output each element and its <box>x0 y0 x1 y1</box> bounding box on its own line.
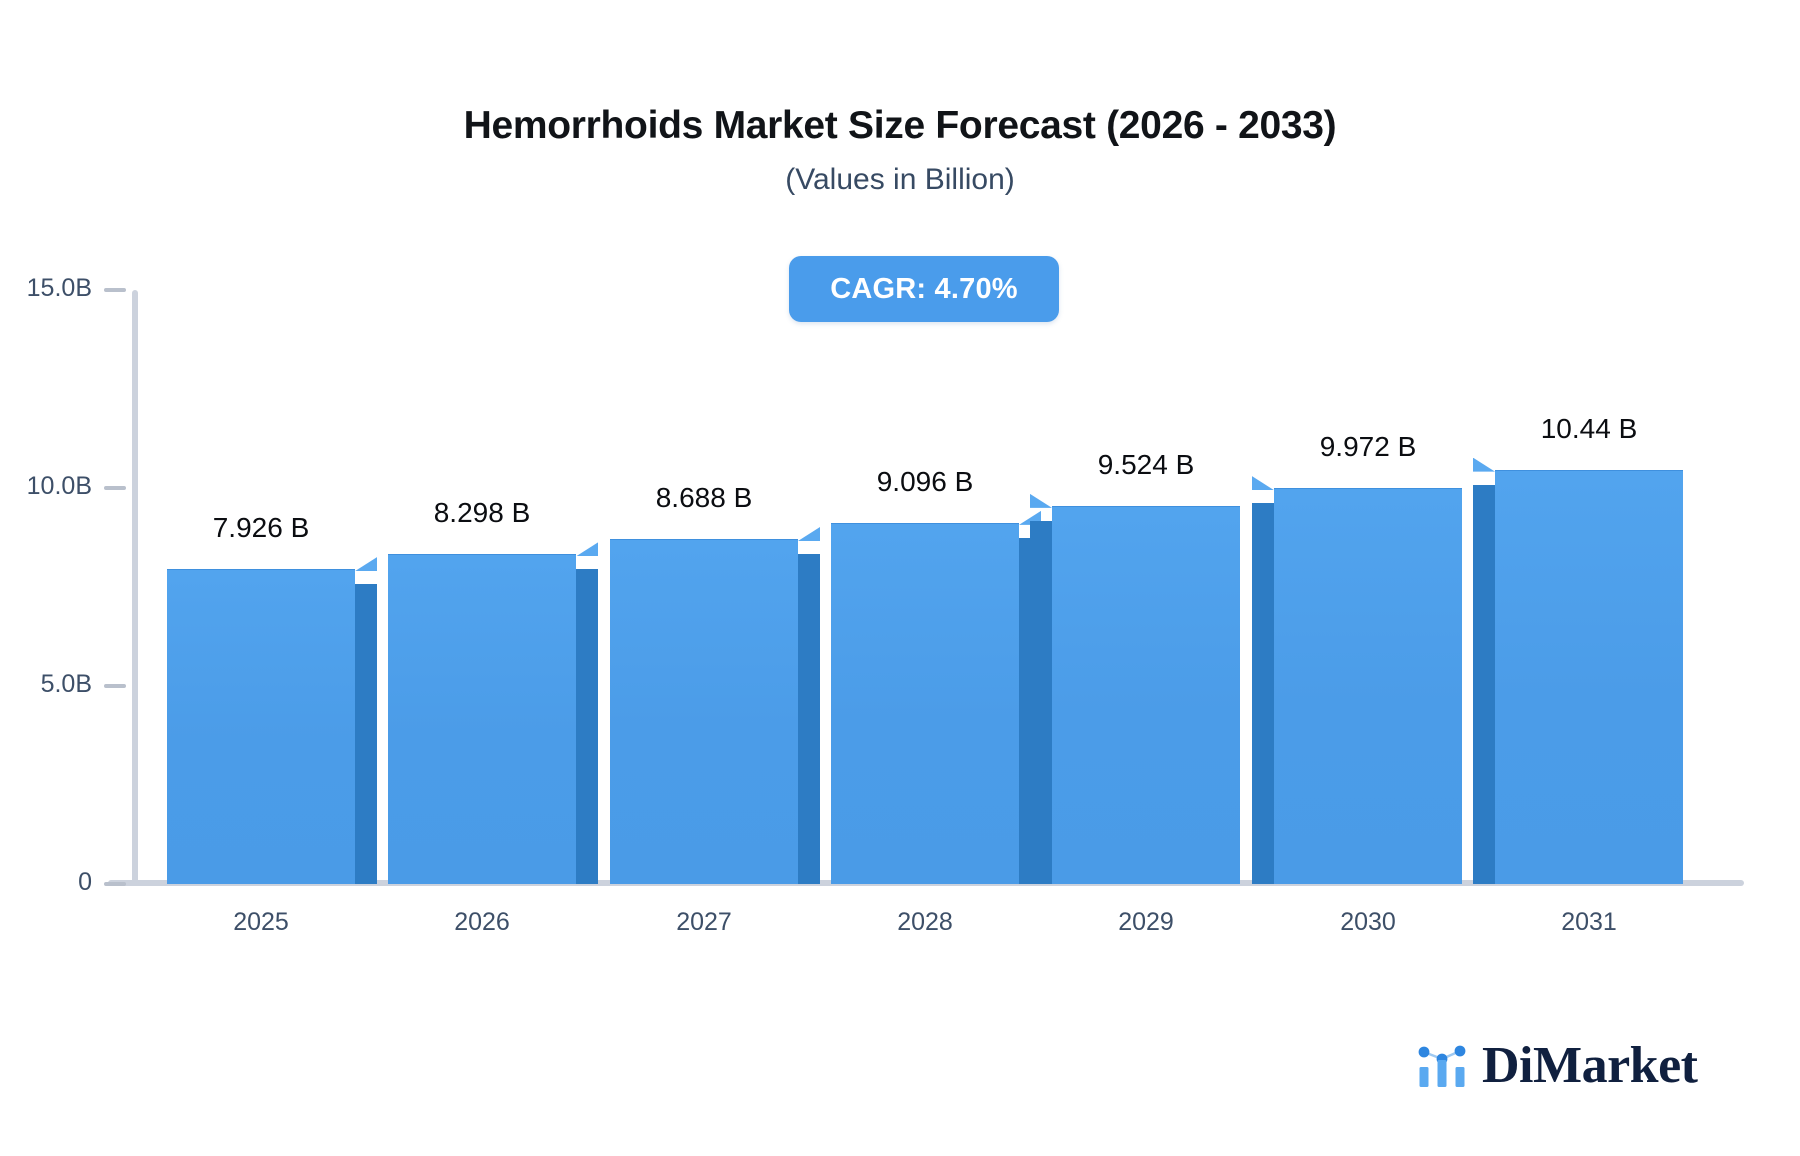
bar-value-label: 7.926 B <box>212 512 310 544</box>
bar <box>388 542 598 884</box>
cagr-badge-label: CAGR: 4.70% <box>830 272 1018 305</box>
bar-side-face <box>576 569 598 884</box>
bar-top-face <box>355 557 377 572</box>
chart-subtitle: (Values in Billion) <box>785 162 1015 196</box>
bar-front-face <box>167 569 355 884</box>
bar-value-label: 9.972 B <box>1319 431 1417 463</box>
y-axis-tick-mark <box>104 684 126 688</box>
bar <box>167 557 377 884</box>
x-axis-tick-label: 2027 <box>676 908 732 936</box>
bar <box>1252 476 1462 884</box>
x-axis-tick-label: 2026 <box>454 908 510 936</box>
bar-side-face <box>1252 503 1274 884</box>
page-title: Hemorrhoids Market Size Forecast (2026 -… <box>463 104 1337 147</box>
bar-side-face <box>1473 484 1495 884</box>
brand-logo: DiMarket <box>1416 1037 1698 1094</box>
bar-chart-icon <box>1416 1042 1468 1090</box>
chart-header: Hemorrhoids Market Size Forecast (2026 -… <box>0 104 1800 197</box>
bar-side-face <box>1030 520 1052 884</box>
bar-value-label: 9.096 B <box>876 465 974 497</box>
bar <box>831 510 1041 884</box>
bar-front-face <box>831 522 1019 884</box>
bar-front-face <box>610 538 798 884</box>
bar-top-face <box>798 526 820 541</box>
y-axis-tick-label: 5.0B <box>40 670 92 698</box>
bar-top-face <box>576 542 598 557</box>
bar-front-face <box>1495 469 1683 884</box>
x-axis-tick-label: 2029 <box>1118 908 1174 936</box>
bar-side-face <box>798 553 820 884</box>
y-axis-tick-label: 15.0B <box>26 274 92 302</box>
bar <box>1030 493 1240 884</box>
x-axis-tick-label: 2030 <box>1340 908 1396 936</box>
y-axis-tick-mark <box>104 882 126 886</box>
y-axis-tick-mark <box>104 486 126 490</box>
bar-value-label: 9.524 B <box>1097 448 1195 480</box>
bar <box>610 526 820 884</box>
bar-value-label: 8.298 B <box>433 497 531 529</box>
y-axis-tick-label: 0 <box>78 868 92 896</box>
y-axis-line <box>132 290 138 884</box>
bar-front-face <box>388 554 576 884</box>
bar-side-face <box>355 584 377 884</box>
bar-value-label: 8.688 B <box>655 481 753 513</box>
x-axis-tick-label: 2025 <box>233 908 289 936</box>
bar-value-label: 10.44 B <box>1540 412 1638 444</box>
bar-front-face <box>1052 505 1240 884</box>
y-axis-tick-label: 10.0B <box>26 472 92 500</box>
x-axis-tick-label: 2028 <box>897 908 953 936</box>
y-axis-tick-mark <box>104 288 126 292</box>
cagr-badge: CAGR: 4.70% <box>789 256 1059 322</box>
bar <box>1473 457 1683 884</box>
x-axis-tick-label: 2031 <box>1561 908 1617 936</box>
brand-name: DiMarket <box>1482 1037 1698 1094</box>
bar-front-face <box>1274 488 1462 884</box>
